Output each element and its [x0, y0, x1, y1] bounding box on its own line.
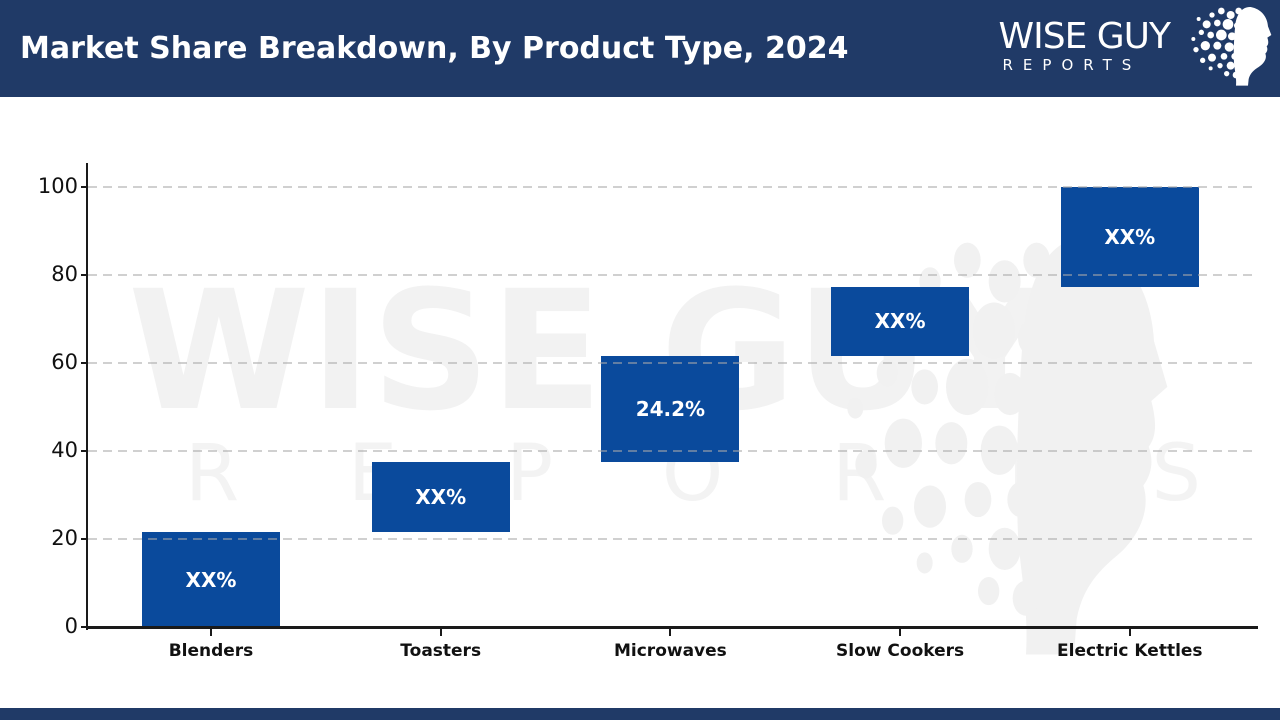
bar-value-label: XX% — [1104, 225, 1156, 250]
ytick-mark — [81, 538, 88, 540]
bar: XX% — [142, 532, 280, 627]
logo-text: WISE GUY REPORTS — [998, 15, 1171, 75]
header-band: Market Share Breakdown, By Product Type,… — [0, 0, 1280, 97]
ytick-label: 40 — [51, 438, 78, 462]
chart-title: Market Share Breakdown, By Product Type,… — [20, 31, 849, 66]
watermark-head-icon — [847, 238, 1168, 655]
bar-value-label: XX% — [185, 567, 237, 592]
gridline — [88, 450, 1258, 452]
logo-subtitle: REPORTS — [1002, 56, 1142, 75]
y-axis-line — [86, 163, 88, 630]
ytick-label: 100 — [37, 174, 78, 198]
category-label: Slow Cookers — [836, 641, 965, 661]
plot-area: WISE GUY R E P O R T S 0 20 40 60 80 100 XX% Bl… — [0, 97, 1280, 708]
xtick-mark — [439, 629, 442, 636]
gridline — [88, 362, 1258, 364]
category-label: Blenders — [168, 641, 254, 661]
category-label: Toasters — [400, 641, 482, 661]
xtick-mark — [899, 629, 902, 636]
gridline — [88, 538, 1258, 540]
ytick-label: 0 — [64, 614, 78, 638]
xtick-mark — [1128, 629, 1131, 636]
category-label: Electric Kettles — [1057, 641, 1203, 661]
xtick-mark — [210, 629, 212, 636]
footer-bar — [0, 708, 1280, 720]
gridline — [88, 274, 1258, 276]
bar-value-label: XX% — [874, 309, 926, 334]
logo-wordmark: WISE GUY — [998, 15, 1171, 57]
ytick-label: 80 — [51, 262, 78, 286]
bar: XX% — [371, 462, 510, 533]
gridline — [88, 186, 1258, 188]
bar-value-label: XX% — [415, 485, 467, 510]
xtick-mark — [669, 629, 672, 636]
ytick-label: 60 — [51, 350, 78, 374]
ytick-mark — [81, 450, 88, 452]
wiseguy-head-icon — [1191, 6, 1272, 86]
bar: 24.2% — [601, 355, 740, 462]
ytick-mark — [81, 362, 88, 364]
ytick-label: 20 — [51, 526, 78, 550]
x-axis-line — [88, 626, 1258, 629]
bar: XX% — [831, 287, 970, 356]
wiseguy-logo: WISE GUY REPORTS — [999, 4, 1273, 88]
ytick-mark — [81, 186, 88, 188]
ytick-mark — [81, 274, 88, 276]
bar-value-label: 24.2% — [635, 396, 706, 421]
category-label: Microwaves — [613, 641, 727, 661]
ytick-mark — [81, 626, 88, 628]
bar: XX% — [1060, 187, 1199, 288]
